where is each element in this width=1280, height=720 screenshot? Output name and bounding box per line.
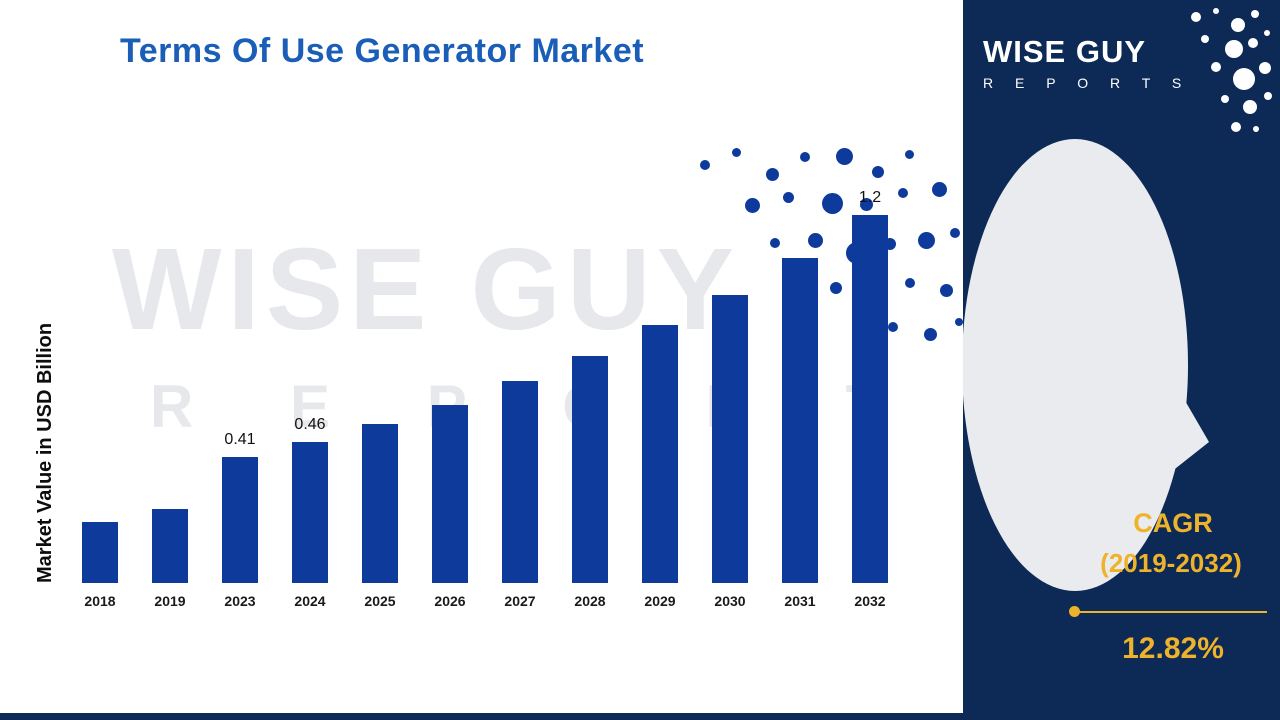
cagr-value: 12.82% xyxy=(1122,632,1224,665)
x-tick-2023: 2023 xyxy=(224,593,256,609)
bar-2031 xyxy=(782,258,818,583)
data-label-2024: 0.46 xyxy=(294,416,326,433)
decor-dot-icon xyxy=(940,284,953,297)
x-tick-2031: 2031 xyxy=(784,593,816,609)
bar-2032 xyxy=(852,215,888,583)
logo-face-dot-icon xyxy=(1213,8,1219,14)
decor-dot-icon xyxy=(872,166,884,178)
cagr-divider-line xyxy=(1075,611,1267,613)
bar-2028 xyxy=(572,356,608,583)
logo-face-dot-icon xyxy=(1233,68,1255,90)
x-tick-2028: 2028 xyxy=(574,593,606,609)
cagr-line-dot xyxy=(1069,606,1080,617)
brand-panel: WISE GUY R E P O R T S CAGR (2019-2032) … xyxy=(963,0,1280,720)
watermark-wise-guy: WISE GUY xyxy=(112,224,741,354)
x-tick-2024: 2024 xyxy=(294,593,326,609)
head-silhouette-graphic xyxy=(963,139,1209,591)
x-tick-2032: 2032 xyxy=(854,593,886,609)
bar-2018 xyxy=(82,522,118,583)
decor-dot-icon xyxy=(905,278,915,288)
bar-2019 xyxy=(152,509,188,583)
decor-dot-icon xyxy=(924,328,937,341)
bar-2024 xyxy=(292,442,328,583)
bar-2029 xyxy=(642,325,678,583)
x-tick-2029: 2029 xyxy=(644,593,676,609)
decor-dot-icon xyxy=(950,228,960,238)
logo-face-dot-icon xyxy=(1231,18,1245,32)
brand-logo-reports: R E P O R T S xyxy=(983,75,1191,91)
decor-dot-icon xyxy=(745,198,760,213)
decor-dot-icon xyxy=(766,168,779,181)
logo-face-dot-icon xyxy=(1251,10,1259,18)
bar-2030 xyxy=(712,295,748,583)
logo-face-dot-icon xyxy=(1225,40,1243,58)
data-label-2023: 0.41 xyxy=(224,431,256,448)
decor-dot-icon xyxy=(860,198,873,211)
logo-face-dot-icon xyxy=(1231,122,1241,132)
logo-face-dot-icon xyxy=(1243,100,1257,114)
cagr-label: CAGR xyxy=(1133,508,1213,538)
decor-dot-icon xyxy=(732,148,741,157)
logo-face-dot-icon xyxy=(1253,126,1259,132)
logo-face-dot-icon xyxy=(1211,62,1221,72)
data-label-2032: 1.2 xyxy=(858,189,882,206)
decor-dot-icon xyxy=(955,318,963,326)
logo-face-dot-icon xyxy=(1248,38,1258,48)
decor-dot-icon xyxy=(700,160,710,170)
bar-2027 xyxy=(502,381,538,583)
decor-dot-icon xyxy=(905,150,914,159)
cagr-period: (2019-2032) xyxy=(1100,548,1242,578)
logo-face-dot-icon xyxy=(1259,62,1271,74)
x-tick-2018: 2018 xyxy=(84,593,116,609)
decor-dot-icon xyxy=(888,322,898,332)
brand-logo: WISE GUY R E P O R T S xyxy=(983,34,1190,91)
decor-dot-icon xyxy=(830,282,842,294)
decor-dot-icon xyxy=(918,232,935,249)
x-tick-2026: 2026 xyxy=(434,593,466,609)
logo-face-dot-icon xyxy=(1264,30,1270,36)
decor-dot-icon xyxy=(783,192,794,203)
brand-logo-wise-guy: WISE GUY xyxy=(983,34,1147,69)
bottom-accent-strip xyxy=(0,713,1280,720)
decor-dot-icon xyxy=(770,238,780,248)
x-tick-2019: 2019 xyxy=(154,593,186,609)
decor-dot-icon xyxy=(898,188,908,198)
logo-face-dot-icon xyxy=(1191,12,1201,22)
brand-logo-face-dots-icon xyxy=(963,0,1280,160)
bar-2026 xyxy=(432,405,468,583)
bar-2023 xyxy=(222,457,258,583)
page-title: Terms Of Use Generator Market xyxy=(120,32,645,70)
y-axis-label: Market Value in USD Billion xyxy=(34,322,56,583)
decor-dot-icon xyxy=(808,233,823,248)
logo-face-dot-icon xyxy=(1221,95,1229,103)
x-tick-2030: 2030 xyxy=(714,593,746,609)
logo-face-dot-icon xyxy=(1201,35,1209,43)
decor-dot-icon xyxy=(836,148,853,165)
decor-dot-icon xyxy=(822,193,843,214)
bar-2025 xyxy=(362,424,398,583)
bar-chart: 2018 2019 2023 0.41 2024 0.46 2025 2026 2027 2028… xyxy=(82,189,888,609)
x-tick-2027: 2027 xyxy=(504,593,536,609)
decor-dot-icon xyxy=(800,152,810,162)
logo-face-dot-icon xyxy=(1264,92,1272,100)
x-tick-2025: 2025 xyxy=(364,593,396,609)
decor-dot-icon xyxy=(932,182,947,197)
